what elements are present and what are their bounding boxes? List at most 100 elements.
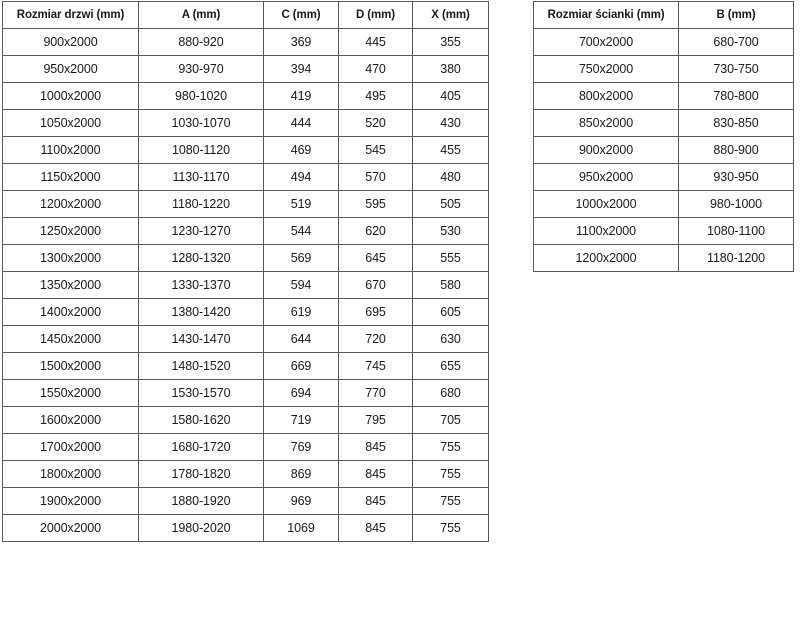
cell-door-size: 1450x2000 bbox=[2, 325, 139, 353]
cell-a: 1430-1470 bbox=[138, 325, 264, 353]
cell-a: 1780-1820 bbox=[138, 460, 264, 488]
table-row: 700x2000 680-700 bbox=[533, 28, 794, 56]
table-row: 950x2000 930-950 bbox=[533, 163, 794, 191]
table-row: 1350x2000 1330-1370 594 670 580 bbox=[2, 271, 489, 299]
cell-a: 1530-1570 bbox=[138, 379, 264, 407]
cell-wall-size: 850x2000 bbox=[533, 109, 679, 137]
cell-b: 980-1000 bbox=[678, 190, 794, 218]
cell-d: 545 bbox=[338, 136, 413, 164]
table-row: 2000x2000 1980-2020 1069 845 755 bbox=[2, 514, 489, 542]
cell-a: 1480-1520 bbox=[138, 352, 264, 380]
table-row: 1500x2000 1480-1520 669 745 655 bbox=[2, 352, 489, 380]
cell-d: 620 bbox=[338, 217, 413, 245]
cell-x: 505 bbox=[412, 190, 489, 218]
cell-x: 380 bbox=[412, 55, 489, 83]
cell-c: 394 bbox=[263, 55, 339, 83]
table-row: 900x2000 880-900 bbox=[533, 136, 794, 164]
cell-c: 594 bbox=[263, 271, 339, 299]
table-row: 1000x2000 980-1000 bbox=[533, 190, 794, 218]
cell-d: 845 bbox=[338, 460, 413, 488]
cell-b: 930-950 bbox=[678, 163, 794, 191]
cell-x: 755 bbox=[412, 433, 489, 461]
cell-door-size: 1000x2000 bbox=[2, 82, 139, 110]
cell-a: 1380-1420 bbox=[138, 298, 264, 326]
column-header-x: X (mm) bbox=[412, 1, 489, 29]
cell-b: 1180-1200 bbox=[678, 244, 794, 272]
cell-door-size: 1600x2000 bbox=[2, 406, 139, 434]
cell-x: 555 bbox=[412, 244, 489, 272]
table-row: 950x2000 930-970 394 470 380 bbox=[2, 55, 489, 83]
cell-d: 470 bbox=[338, 55, 413, 83]
cell-door-size: 1100x2000 bbox=[2, 136, 139, 164]
cell-door-size: 1200x2000 bbox=[2, 190, 139, 218]
cell-a: 1280-1320 bbox=[138, 244, 264, 272]
cell-wall-size: 1000x2000 bbox=[533, 190, 679, 218]
table-header-row: Rozmiar drzwi (mm) A (mm) C (mm) D (mm) … bbox=[2, 1, 489, 29]
cell-d: 795 bbox=[338, 406, 413, 434]
table-row: 1200x2000 1180-1220 519 595 505 bbox=[2, 190, 489, 218]
cell-d: 495 bbox=[338, 82, 413, 110]
cell-x: 530 bbox=[412, 217, 489, 245]
table-row: 900x2000 880-920 369 445 355 bbox=[2, 28, 489, 56]
cell-a: 1080-1120 bbox=[138, 136, 264, 164]
cell-c: 694 bbox=[263, 379, 339, 407]
cell-wall-size: 1200x2000 bbox=[533, 244, 679, 272]
cell-d: 720 bbox=[338, 325, 413, 353]
cell-b: 730-750 bbox=[678, 55, 794, 83]
cell-door-size: 1350x2000 bbox=[2, 271, 139, 299]
cell-x: 755 bbox=[412, 460, 489, 488]
cell-c: 769 bbox=[263, 433, 339, 461]
cell-c: 494 bbox=[263, 163, 339, 191]
cell-b: 880-900 bbox=[678, 136, 794, 164]
cell-wall-size: 1100x2000 bbox=[533, 217, 679, 245]
cell-x: 405 bbox=[412, 82, 489, 110]
cell-c: 569 bbox=[263, 244, 339, 272]
cell-wall-size: 950x2000 bbox=[533, 163, 679, 191]
cell-c: 619 bbox=[263, 298, 339, 326]
cell-door-size: 1700x2000 bbox=[2, 433, 139, 461]
column-header-b: B (mm) bbox=[678, 1, 794, 29]
cell-door-size: 950x2000 bbox=[2, 55, 139, 83]
cell-door-size: 1250x2000 bbox=[2, 217, 139, 245]
cell-a: 1980-2020 bbox=[138, 514, 264, 542]
cell-d: 645 bbox=[338, 244, 413, 272]
cell-b: 680-700 bbox=[678, 28, 794, 56]
table-row: 1050x2000 1030-1070 444 520 430 bbox=[2, 109, 489, 137]
cell-b: 830-850 bbox=[678, 109, 794, 137]
cell-d: 770 bbox=[338, 379, 413, 407]
cell-x: 605 bbox=[412, 298, 489, 326]
cell-door-size: 1050x2000 bbox=[2, 109, 139, 137]
door-size-table: Rozmiar drzwi (mm) A (mm) C (mm) D (mm) … bbox=[2, 1, 489, 542]
table-row: 1250x2000 1230-1270 544 620 530 bbox=[2, 217, 489, 245]
table-row: 1400x2000 1380-1420 619 695 605 bbox=[2, 298, 489, 326]
cell-door-size: 900x2000 bbox=[2, 28, 139, 56]
cell-c: 644 bbox=[263, 325, 339, 353]
column-header-door-size: Rozmiar drzwi (mm) bbox=[2, 1, 139, 29]
cell-x: 430 bbox=[412, 109, 489, 137]
cell-a: 1580-1620 bbox=[138, 406, 264, 434]
cell-a: 1680-1720 bbox=[138, 433, 264, 461]
cell-a: 880-920 bbox=[138, 28, 264, 56]
cell-door-size: 2000x2000 bbox=[2, 514, 139, 542]
cell-c: 469 bbox=[263, 136, 339, 164]
table-row: 1000x2000 980-1020 419 495 405 bbox=[2, 82, 489, 110]
cell-door-size: 1400x2000 bbox=[2, 298, 139, 326]
cell-d: 670 bbox=[338, 271, 413, 299]
wall-size-table: Rozmiar ścianki (mm) B (mm) 700x2000 680-… bbox=[533, 1, 794, 272]
table-row: 1900x2000 1880-1920 969 845 755 bbox=[2, 487, 489, 515]
cell-d: 570 bbox=[338, 163, 413, 191]
cell-d: 745 bbox=[338, 352, 413, 380]
cell-c: 444 bbox=[263, 109, 339, 137]
cell-b: 1080-1100 bbox=[678, 217, 794, 245]
cell-a: 1180-1220 bbox=[138, 190, 264, 218]
cell-a: 980-1020 bbox=[138, 82, 264, 110]
column-header-d: D (mm) bbox=[338, 1, 413, 29]
cell-d: 845 bbox=[338, 487, 413, 515]
wall-table-body: 700x2000 680-700 750x2000 730-750 800x2000 78… bbox=[533, 28, 794, 272]
cell-c: 544 bbox=[263, 217, 339, 245]
table-row: 750x2000 730-750 bbox=[533, 55, 794, 83]
cell-x: 580 bbox=[412, 271, 489, 299]
table-row: 1200x2000 1180-1200 bbox=[533, 244, 794, 272]
cell-a: 1230-1270 bbox=[138, 217, 264, 245]
